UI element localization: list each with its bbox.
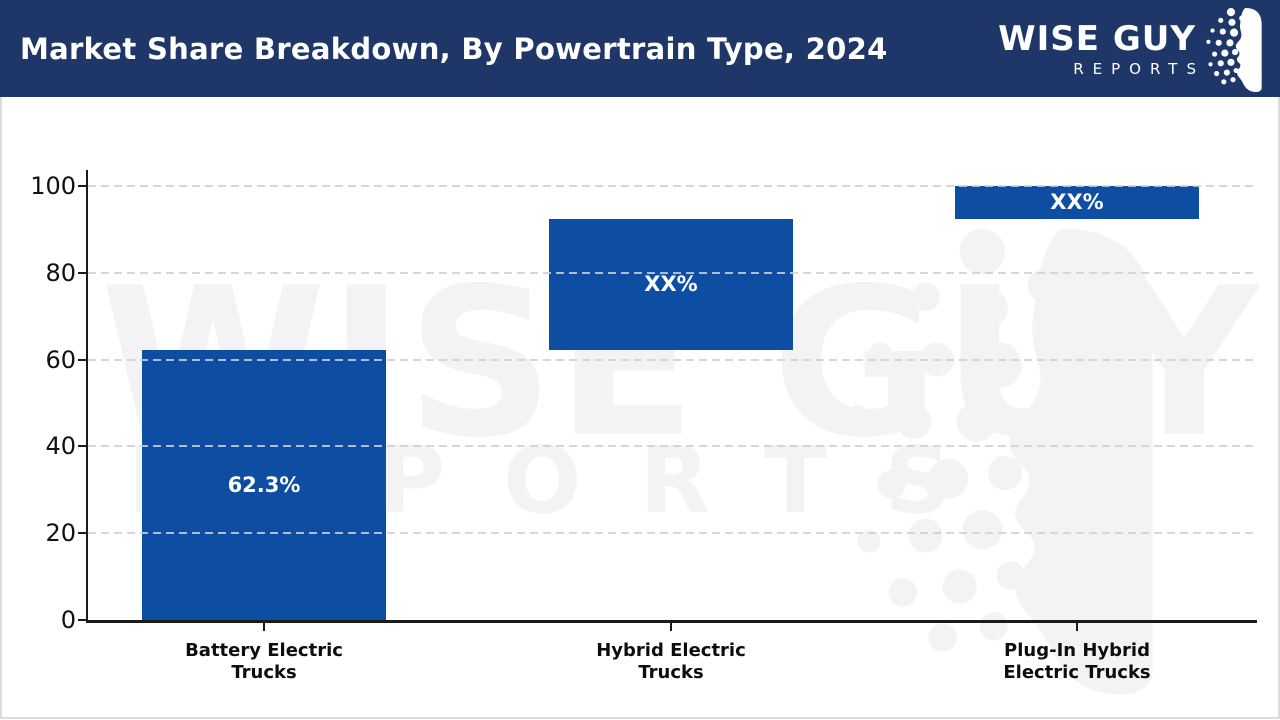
logo-wordmark: WISE GUY bbox=[998, 19, 1196, 59]
logo-head-icon bbox=[1206, 8, 1262, 92]
y-axis-tick bbox=[78, 619, 86, 621]
category-label: Plug-In Hybrid Electric Trucks bbox=[1003, 640, 1150, 684]
gridline bbox=[88, 271, 1257, 274]
bar-segment: XX% bbox=[955, 186, 1199, 219]
category-label-line: Trucks bbox=[231, 662, 297, 683]
category-label: Battery Electric Trucks bbox=[185, 640, 343, 684]
bar-segment: 62.3% bbox=[142, 349, 386, 620]
gridline bbox=[88, 445, 1257, 448]
bar-value-label: XX% bbox=[1050, 190, 1104, 215]
x-axis-tick bbox=[670, 623, 672, 631]
logo-subtitle: REPORTS bbox=[1073, 60, 1205, 78]
category-label-line: Plug-In Hybrid bbox=[1004, 640, 1150, 661]
gridline bbox=[88, 532, 1257, 535]
y-axis-tick bbox=[78, 185, 86, 187]
x-axis-tick bbox=[263, 623, 265, 631]
category-label-line: Trucks bbox=[638, 662, 704, 683]
category-label: Hybrid Electric Trucks bbox=[596, 640, 746, 684]
header-bar: Market Share Breakdown, By Powertrain Ty… bbox=[0, 0, 1280, 97]
category-label-line: Hybrid Electric bbox=[596, 640, 746, 661]
y-axis-tick-label: 60 bbox=[45, 345, 76, 374]
y-axis-tick-label: 80 bbox=[45, 258, 76, 287]
page-title: Market Share Breakdown, By Powertrain Ty… bbox=[20, 31, 888, 66]
y-axis-tick bbox=[78, 445, 86, 448]
y-axis-tick-label: 20 bbox=[45, 519, 76, 548]
gridline bbox=[88, 185, 1257, 187]
wise-guy-logo: WISE GUY REPORTS bbox=[998, 6, 1264, 92]
category-label-line: Electric Trucks bbox=[1003, 662, 1151, 683]
bar-segment: XX% bbox=[549, 218, 793, 350]
y-axis-tick bbox=[78, 532, 86, 535]
y-axis-tick-label: 0 bbox=[60, 606, 76, 634]
chart-area: WISE GUY REPORTS 62.3% XX% XX% 0 20 40 60 80 100… bbox=[0, 97, 1280, 720]
y-axis-tick-label: 100 bbox=[30, 172, 76, 200]
y-axis-line bbox=[86, 170, 88, 623]
y-axis-tick-label: 40 bbox=[45, 432, 76, 461]
y-axis-tick bbox=[78, 358, 86, 361]
watermark-head-icon bbox=[846, 228, 1153, 695]
bar-value-label: XX% bbox=[644, 272, 698, 297]
category-label-line: Battery Electric bbox=[185, 640, 343, 661]
x-axis-line bbox=[86, 620, 1257, 623]
bar-value-label: 62.3% bbox=[227, 472, 301, 497]
x-axis-tick bbox=[1076, 623, 1078, 631]
y-axis-tick bbox=[78, 271, 86, 274]
gridline bbox=[88, 358, 1257, 361]
